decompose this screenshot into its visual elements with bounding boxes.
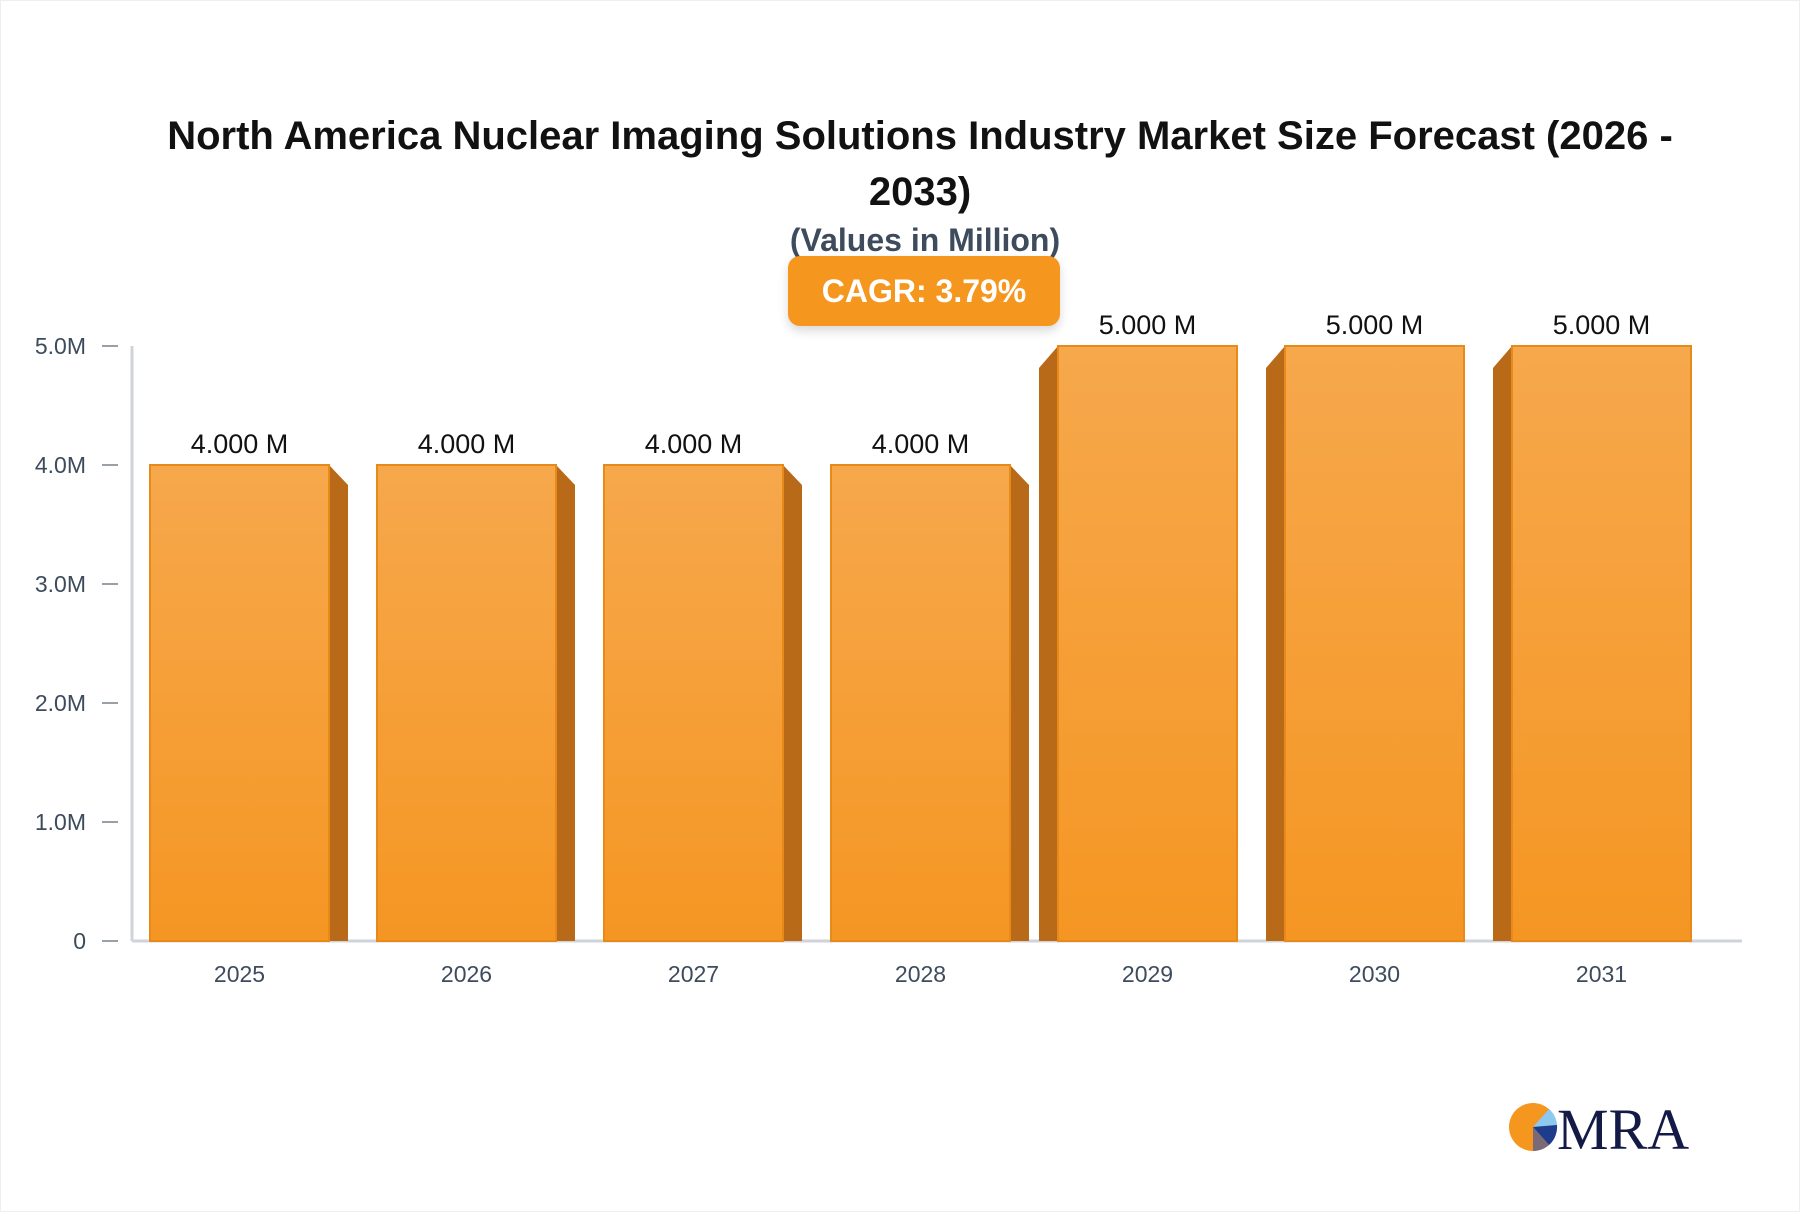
bar-2031: [1511, 345, 1692, 942]
x-tick-label: 2029: [1122, 961, 1173, 987]
bar-side: [556, 465, 575, 941]
mra-logo: MRA: [1509, 1097, 1689, 1155]
logo-text: MRA: [1557, 1097, 1689, 1155]
y-tick-label: 2.0M: [35, 690, 86, 716]
bar-2028: [830, 464, 1011, 942]
x-tick-label: 2027: [668, 961, 719, 987]
chart-title: North America Nuclear Imaging Solutions …: [167, 114, 1673, 214]
x-tick-label: 2028: [895, 961, 946, 987]
bar-2030: [1284, 345, 1465, 942]
bar-2026: [376, 464, 557, 942]
data-label: 5.000 M: [1326, 310, 1424, 340]
data-label: 4.000 M: [872, 429, 970, 459]
bar-side: [1493, 346, 1512, 941]
bar-side: [1039, 346, 1058, 941]
bar-side: [1010, 465, 1029, 941]
bar-2029: [1057, 345, 1238, 942]
data-label: 4.000 M: [645, 429, 743, 459]
y-tick-label: 0: [73, 928, 86, 954]
bar-side: [1266, 346, 1285, 941]
x-tick-label: 2026: [441, 961, 492, 987]
bar-side: [329, 465, 348, 941]
chart-subtitle: (Values in Million): [789, 222, 1061, 258]
bar-side: [783, 465, 802, 941]
x-tick-label: 2025: [214, 961, 265, 987]
data-label: 5.000 M: [1553, 310, 1651, 340]
data-label: 4.000 M: [191, 429, 289, 459]
y-tick-label: 3.0M: [35, 571, 86, 597]
data-label: 4.000 M: [418, 429, 516, 459]
y-tick-label: 4.0M: [35, 452, 86, 478]
y-tick-label: 5.0M: [35, 333, 86, 359]
data-label: 5.000 M: [1099, 310, 1197, 340]
bar-2025: [149, 464, 330, 942]
bar-2027: [603, 464, 784, 942]
y-tick-label: 1.0M: [35, 809, 86, 835]
x-tick-label: 2030: [1349, 961, 1400, 987]
cagr-badge: CAGR: 3.79%: [788, 256, 1060, 326]
x-tick-label: 2031: [1576, 961, 1627, 987]
